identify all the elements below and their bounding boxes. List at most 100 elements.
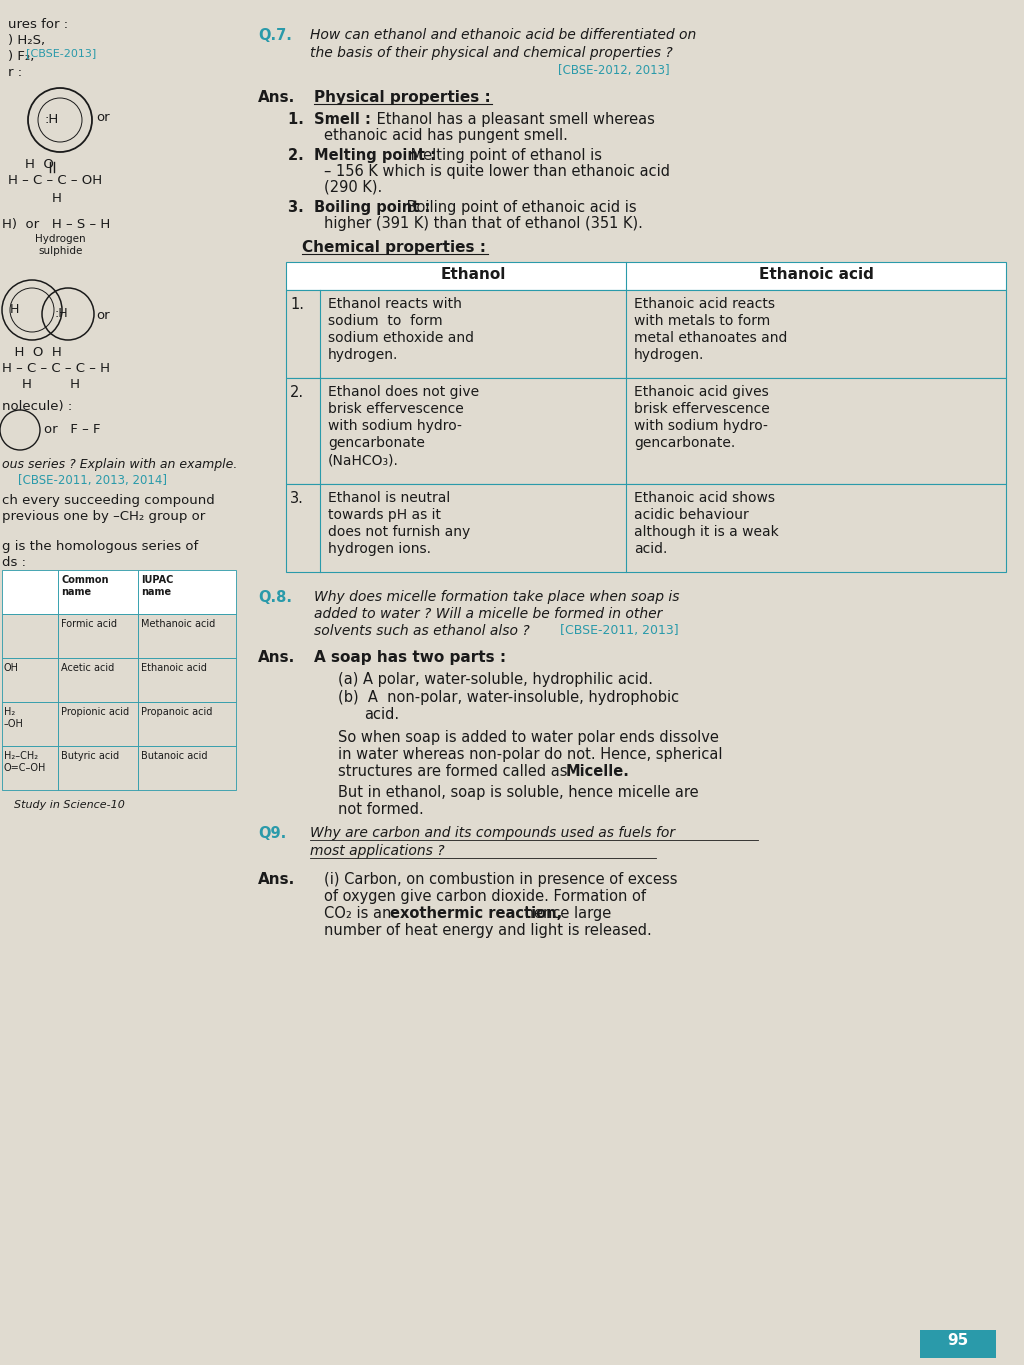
Text: towards pH as it: towards pH as it (328, 508, 441, 521)
FancyBboxPatch shape (286, 378, 1006, 485)
Text: H)  or   H – S – H: H) or H – S – H (2, 218, 111, 231)
Text: ous series ? Explain with an example.: ous series ? Explain with an example. (2, 459, 238, 471)
Text: added to water ? Will a micelle be formed in other: added to water ? Will a micelle be forme… (314, 607, 663, 621)
Text: brisk effervescence: brisk effervescence (634, 403, 770, 416)
Text: H: H (10, 303, 19, 317)
Text: Propionic acid: Propionic acid (61, 707, 129, 717)
Text: metal ethanoates and: metal ethanoates and (634, 330, 787, 345)
Text: 3.  Boiling point :: 3. Boiling point : (288, 201, 430, 216)
Text: (a) A polar, water-soluble, hydrophilic acid.: (a) A polar, water-soluble, hydrophilic … (338, 672, 653, 687)
Text: acid.: acid. (364, 707, 399, 722)
Text: (b)  A  non-polar, water-insoluble, hydrophobic: (b) A non-polar, water-insoluble, hydrop… (338, 689, 679, 704)
Text: exothermic reaction,: exothermic reaction, (390, 906, 562, 921)
FancyBboxPatch shape (138, 658, 236, 702)
FancyBboxPatch shape (58, 747, 138, 790)
Text: sulphide: sulphide (38, 246, 82, 257)
Text: :H: :H (44, 113, 58, 126)
Text: 3.: 3. (290, 491, 304, 506)
FancyBboxPatch shape (2, 571, 58, 614)
FancyBboxPatch shape (286, 485, 1006, 572)
FancyBboxPatch shape (138, 702, 236, 747)
Text: H         H: H H (22, 378, 80, 390)
Text: Why does micelle formation take place when soap is: Why does micelle formation take place wh… (314, 590, 680, 603)
Text: ds :: ds : (2, 556, 26, 569)
Text: Ethanoic acid: Ethanoic acid (759, 268, 873, 283)
Text: ethanoic acid has pungent smell.: ethanoic acid has pungent smell. (324, 128, 568, 143)
Text: Ethanoic acid shows: Ethanoic acid shows (634, 491, 775, 505)
Text: A soap has two parts :: A soap has two parts : (314, 650, 506, 665)
Text: higher (391 K) than that of ethanol (351 K).: higher (391 K) than that of ethanol (351… (324, 216, 643, 231)
Text: with sodium hydro-: with sodium hydro- (328, 419, 462, 433)
Text: 95: 95 (947, 1334, 969, 1349)
Text: [CBSE-2011, 2013]: [CBSE-2011, 2013] (560, 624, 679, 637)
Text: hydrogen ions.: hydrogen ions. (328, 542, 431, 556)
Text: [CBSE-2013]: [CBSE-2013] (26, 48, 96, 57)
FancyBboxPatch shape (58, 614, 138, 658)
Text: ) H₂S,: ) H₂S, (8, 34, 45, 46)
Text: H  O: H O (25, 158, 54, 171)
Text: r :: r : (8, 66, 23, 79)
Text: Ans.: Ans. (258, 90, 295, 105)
Text: with metals to form: with metals to form (634, 314, 770, 328)
Text: So when soap is added to water polar ends dissolve: So when soap is added to water polar end… (338, 730, 719, 745)
FancyBboxPatch shape (920, 1330, 996, 1358)
Text: Butyric acid: Butyric acid (61, 751, 119, 762)
Text: not formed.: not formed. (338, 803, 424, 818)
Text: most applications ?: most applications ? (310, 844, 444, 859)
Text: solvents such as ethanol also ?: solvents such as ethanol also ? (314, 624, 529, 637)
Text: of oxygen give carbon dioxide. Formation of: of oxygen give carbon dioxide. Formation… (324, 889, 646, 904)
Text: H  O  H: H O H (6, 345, 61, 359)
FancyBboxPatch shape (138, 747, 236, 790)
Text: Ethanoic acid reacts: Ethanoic acid reacts (634, 298, 775, 311)
Text: hydrogen.: hydrogen. (634, 348, 705, 362)
Text: Ethanol reacts with: Ethanol reacts with (328, 298, 462, 311)
Text: although it is a weak: although it is a weak (634, 526, 778, 539)
FancyBboxPatch shape (2, 702, 58, 747)
Text: Methanoic acid: Methanoic acid (141, 618, 215, 629)
Text: But in ethanol, soap is soluble, hence micelle are: But in ethanol, soap is soluble, hence m… (338, 785, 698, 800)
Text: Butanoic acid: Butanoic acid (141, 751, 208, 762)
Text: IUPAC
name: IUPAC name (141, 575, 173, 597)
Text: Formic acid: Formic acid (61, 618, 117, 629)
Text: or: or (96, 111, 110, 124)
Text: sodium ethoxide and: sodium ethoxide and (328, 330, 474, 345)
Text: g is the homologous series of: g is the homologous series of (2, 541, 199, 553)
Text: Ethanoic acid gives: Ethanoic acid gives (634, 385, 769, 399)
Text: ch every succeeding compound: ch every succeeding compound (2, 494, 215, 506)
Text: or: or (96, 308, 110, 322)
Text: does not furnish any: does not furnish any (328, 526, 470, 539)
FancyBboxPatch shape (58, 658, 138, 702)
Text: Q.7.: Q.7. (258, 29, 292, 44)
FancyBboxPatch shape (138, 571, 236, 614)
FancyBboxPatch shape (2, 614, 58, 658)
Text: number of heat energy and light is released.: number of heat energy and light is relea… (324, 923, 651, 938)
Text: gencarbonate.: gencarbonate. (634, 435, 735, 450)
Text: H₂–CH₂
O=C–OH: H₂–CH₂ O=C–OH (4, 751, 46, 773)
FancyBboxPatch shape (286, 289, 1006, 378)
Text: H – C – C – OH: H – C – C – OH (8, 173, 102, 187)
Text: Ethanol is neutral: Ethanol is neutral (328, 491, 451, 505)
Text: Boiling point of ethanoic acid is: Boiling point of ethanoic acid is (402, 201, 637, 216)
FancyBboxPatch shape (2, 747, 58, 790)
Text: Ethanol does not give: Ethanol does not give (328, 385, 479, 399)
Text: Propanoic acid: Propanoic acid (141, 707, 212, 717)
FancyBboxPatch shape (2, 658, 58, 702)
Text: 1.: 1. (290, 298, 304, 313)
Text: Ans.: Ans. (258, 872, 295, 887)
Text: nolecule) :: nolecule) : (2, 400, 73, 414)
Text: hence large: hence large (520, 906, 611, 921)
Text: Ans.: Ans. (258, 650, 295, 665)
FancyBboxPatch shape (58, 571, 138, 614)
Text: Physical properties :: Physical properties : (314, 90, 490, 105)
Text: How can ethanol and ethanoic acid be differentiated on: How can ethanol and ethanoic acid be dif… (310, 29, 696, 42)
Text: 1.  Smell :: 1. Smell : (288, 112, 371, 127)
Text: Hydrogen: Hydrogen (35, 233, 86, 244)
Text: or   F – F: or F – F (44, 423, 100, 435)
Text: gencarbonate: gencarbonate (328, 435, 425, 450)
Text: acidic behaviour: acidic behaviour (634, 508, 749, 521)
FancyBboxPatch shape (138, 614, 236, 658)
Text: H₂
–OH: H₂ –OH (4, 707, 24, 729)
Text: [CBSE-2012, 2013]: [CBSE-2012, 2013] (558, 64, 670, 76)
Text: Q.8.: Q.8. (258, 590, 292, 605)
Text: the basis of their physical and chemical properties ?: the basis of their physical and chemical… (310, 46, 673, 60)
